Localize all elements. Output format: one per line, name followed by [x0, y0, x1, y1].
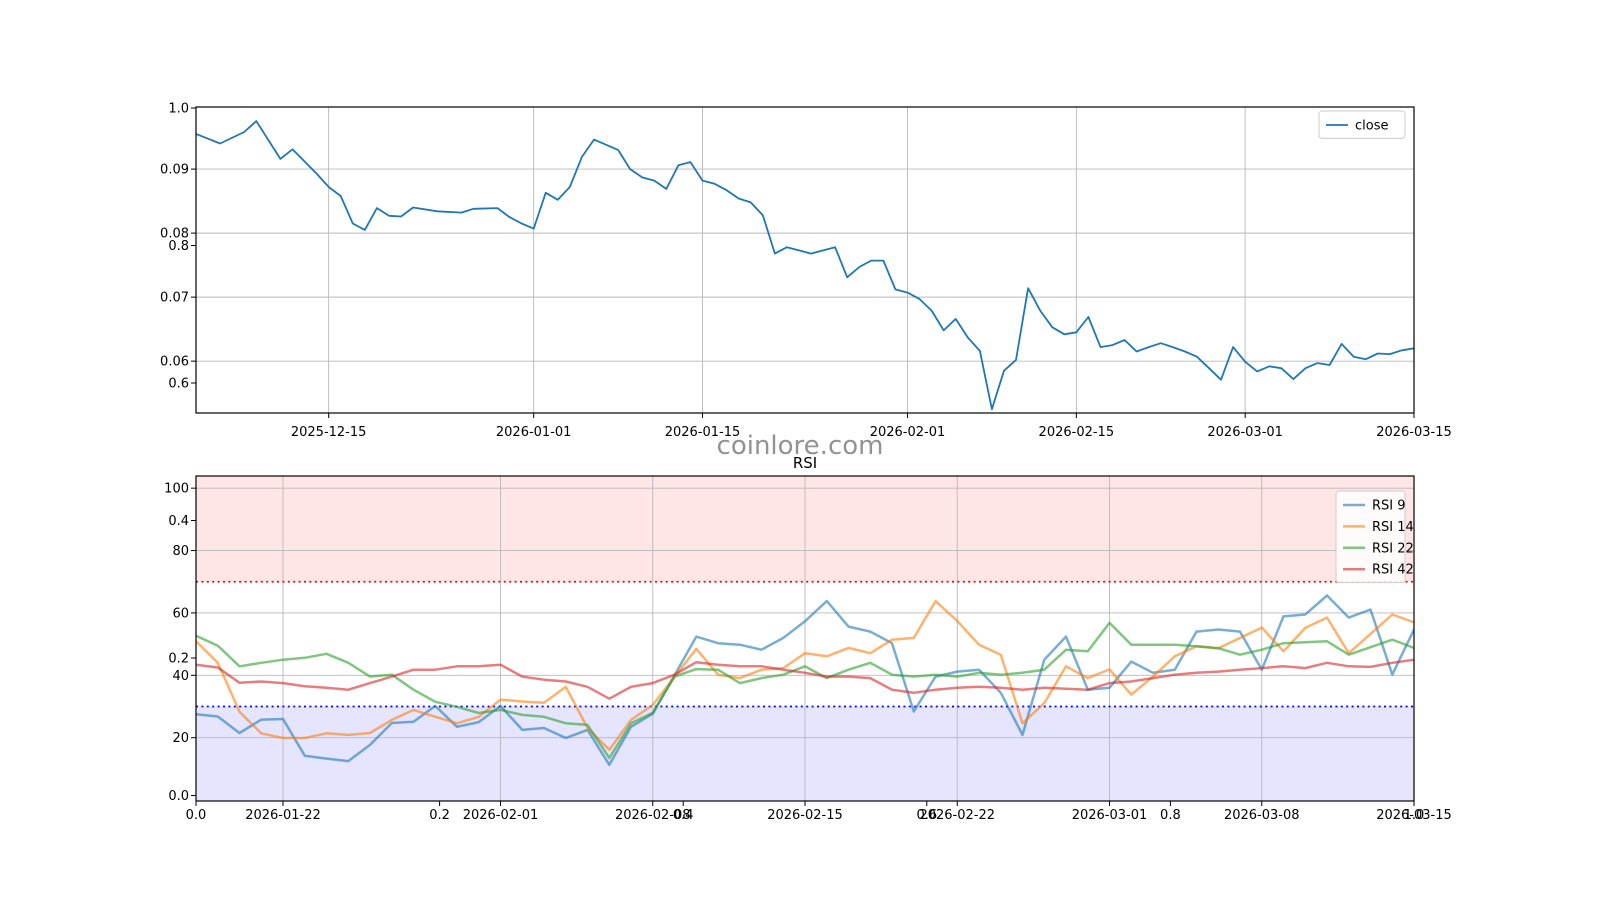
price-ytick-label: 0.08 — [160, 227, 189, 242]
price-ytick-label: 0.07 — [160, 291, 189, 306]
phantom-ytick-label: 1.0 — [168, 102, 189, 117]
rsi-xtick-label: 2026-03-15 — [1376, 808, 1452, 823]
price-axes-spines — [195, 106, 1415, 414]
phantom-ytick-label: 0.8 — [168, 239, 189, 254]
legend-label-close: close — [1355, 119, 1388, 134]
phantom-xtick-label: 1.0 — [1404, 808, 1425, 823]
legend-label-rsi-14: RSI 14 — [1372, 520, 1414, 535]
rsi-ytick-label: 60 — [172, 606, 189, 621]
phantom-xtick-label: 0.4 — [673, 808, 694, 823]
phantom-xtick-label: 0.0 — [186, 808, 207, 823]
phantom-xtick-label: 0.6 — [916, 808, 937, 823]
rsi-chart-title: RSI — [792, 454, 818, 472]
price-xtick-label: 2026-02-01 — [870, 425, 946, 440]
phantom-ytick-label: 0.4 — [168, 514, 189, 529]
series-line-rsi-22 — [196, 621, 1414, 760]
phantom-ytick-label: 0.0 — [168, 789, 189, 804]
rsi-xtick-label: 2026-01-22 — [245, 808, 321, 823]
rsi-legend-box — [1335, 490, 1406, 584]
legend-label-rsi-42: RSI 42 — [1372, 563, 1414, 578]
legend-label-rsi-22: RSI 22 — [1372, 541, 1414, 556]
series-line-close — [196, 120, 1414, 411]
rsi-xtick-label: 2026-03-08 — [1224, 808, 1300, 823]
watermark: coinlore.com — [716, 431, 884, 461]
rsi-xtick-label: 2026-02-22 — [919, 808, 995, 823]
series-line-rsi-9 — [196, 594, 1414, 767]
phantom-ytick-label: 0.2 — [168, 652, 189, 667]
phantom-xtick-label: 0.8 — [1160, 808, 1181, 823]
series-line-rsi-14 — [196, 599, 1414, 752]
rsi-xtick-label: 2026-02-08 — [615, 808, 691, 823]
price-xtick-label: 2025-12-15 — [291, 425, 367, 440]
rsi-xtick-label: 2026-02-01 — [463, 808, 539, 823]
rsi-ytick-label: 20 — [172, 731, 189, 746]
phantom-ytick-label: 0.6 — [168, 377, 189, 392]
rsi-ytick-label: 100 — [164, 482, 189, 497]
phantom-xtick-label: 0.2 — [429, 808, 450, 823]
price-xtick-label: 2026-01-01 — [496, 425, 572, 440]
price-xtick-label: 2026-03-15 — [1376, 425, 1452, 440]
price-ytick-label: 0.09 — [160, 163, 189, 178]
rsi-xtick-label: 2026-02-15 — [767, 808, 843, 823]
rsi-ytick-label: 40 — [172, 669, 189, 684]
rsi-ytick-label: 80 — [172, 544, 189, 559]
price-xtick-label: 2026-02-15 — [1039, 425, 1115, 440]
price-ytick-label: 0.06 — [160, 355, 189, 370]
rsi-xtick-label: 2026-03-01 — [1072, 808, 1148, 823]
price-xtick-label: 2026-01-15 — [665, 425, 741, 440]
price-legend-box — [1318, 110, 1406, 139]
price-xtick-label: 2026-03-01 — [1207, 425, 1283, 440]
series-line-rsi-42 — [196, 658, 1414, 700]
legend-label-rsi-9: RSI 9 — [1372, 499, 1406, 514]
